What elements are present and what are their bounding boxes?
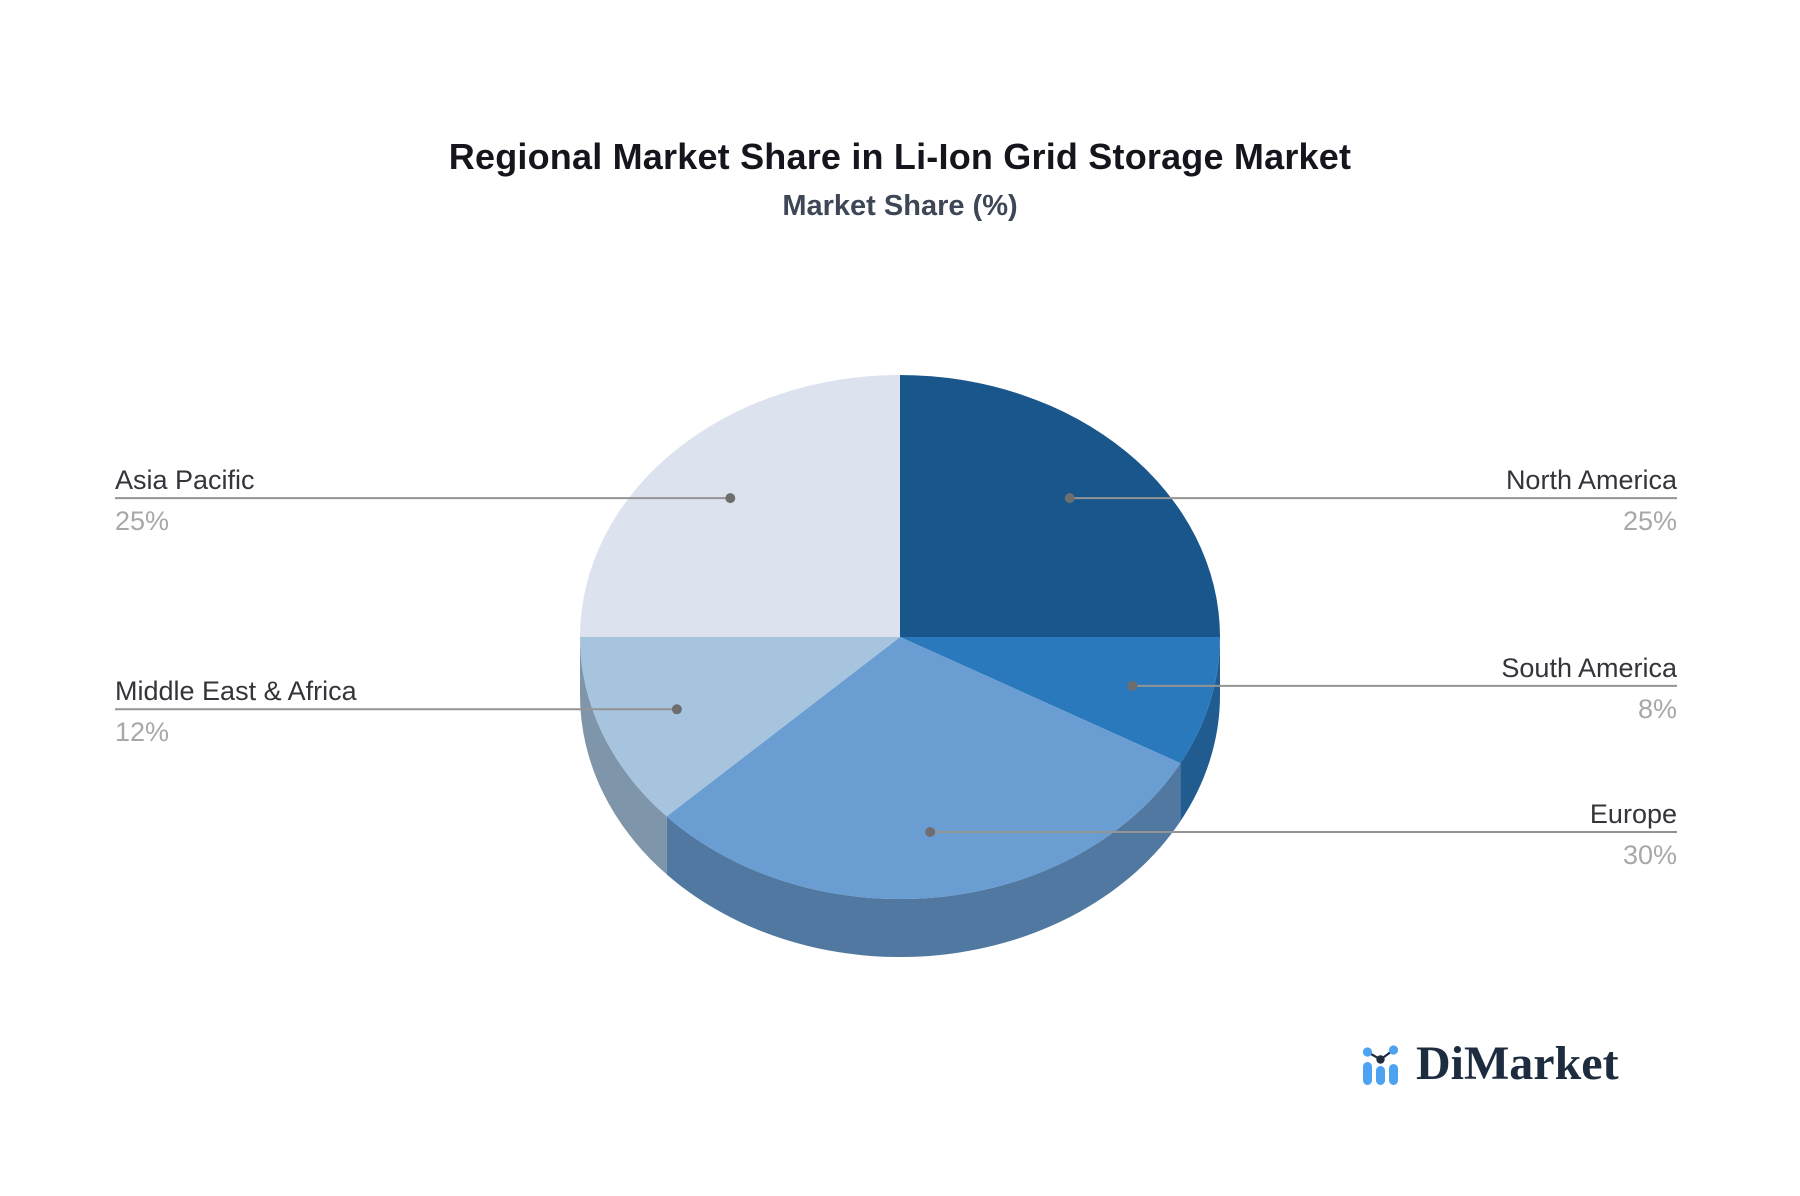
- callout-percentage: 25%: [115, 506, 170, 536]
- dimarket-logo: DiMarket: [1360, 1038, 1619, 1090]
- callout-percentage: 30%: [1622, 840, 1677, 870]
- callout-south-america: South America 8%: [1501, 653, 1677, 724]
- leader-dot-asia-pacific: [725, 493, 736, 504]
- logo-text: DiMarket: [1416, 1037, 1619, 1090]
- pie-slice-europe[interactable]: [666, 637, 1181, 900]
- callout-asia-pacific: Asia Pacific 25%: [115, 465, 255, 536]
- callout-label: Asia Pacific: [115, 465, 255, 495]
- callout-middle-east-africa: Middle East & Africa 12%: [115, 676, 357, 747]
- callout-percentage: 8%: [1637, 694, 1677, 724]
- callout-north-america: North America 25%: [1506, 465, 1677, 536]
- callout-percentage: 12%: [115, 717, 170, 747]
- leader-dot-middle-east-and-africa: [671, 704, 682, 715]
- chart-subtitle: Market Share (%): [782, 190, 1018, 222]
- leader-dot-europe: [925, 827, 936, 837]
- callout-label: South America: [1501, 653, 1677, 683]
- callout-label: North America: [1505, 465, 1677, 495]
- chart-title: Regional Market Share in Li-Ion Grid Sto…: [448, 136, 1352, 177]
- pie-slice-south-america[interactable]: [900, 637, 1220, 764]
- pie-slice-middle-east-and-africa[interactable]: [580, 637, 900, 817]
- pie-slice-side-south-america: [1180, 637, 1220, 822]
- pie-slice-north-america[interactable]: [900, 375, 1220, 637]
- leader-dot-north-america: [1064, 493, 1075, 504]
- pie-slice-side-middle-east-and-africa: [580, 637, 667, 875]
- callout-percentage: 25%: [1622, 506, 1677, 536]
- leader-dot-south-america: [1127, 680, 1138, 691]
- callout-europe: Europe 30%: [1590, 799, 1677, 870]
- pie-slice-asia-pacific[interactable]: [580, 375, 900, 637]
- callout-label: Europe: [1589, 799, 1677, 829]
- callout-label: Middle East & Africa: [115, 676, 357, 706]
- bar-chart-with-trend-dots-icon: [1362, 1045, 1399, 1085]
- pie-slice-side-europe: [666, 763, 1181, 958]
